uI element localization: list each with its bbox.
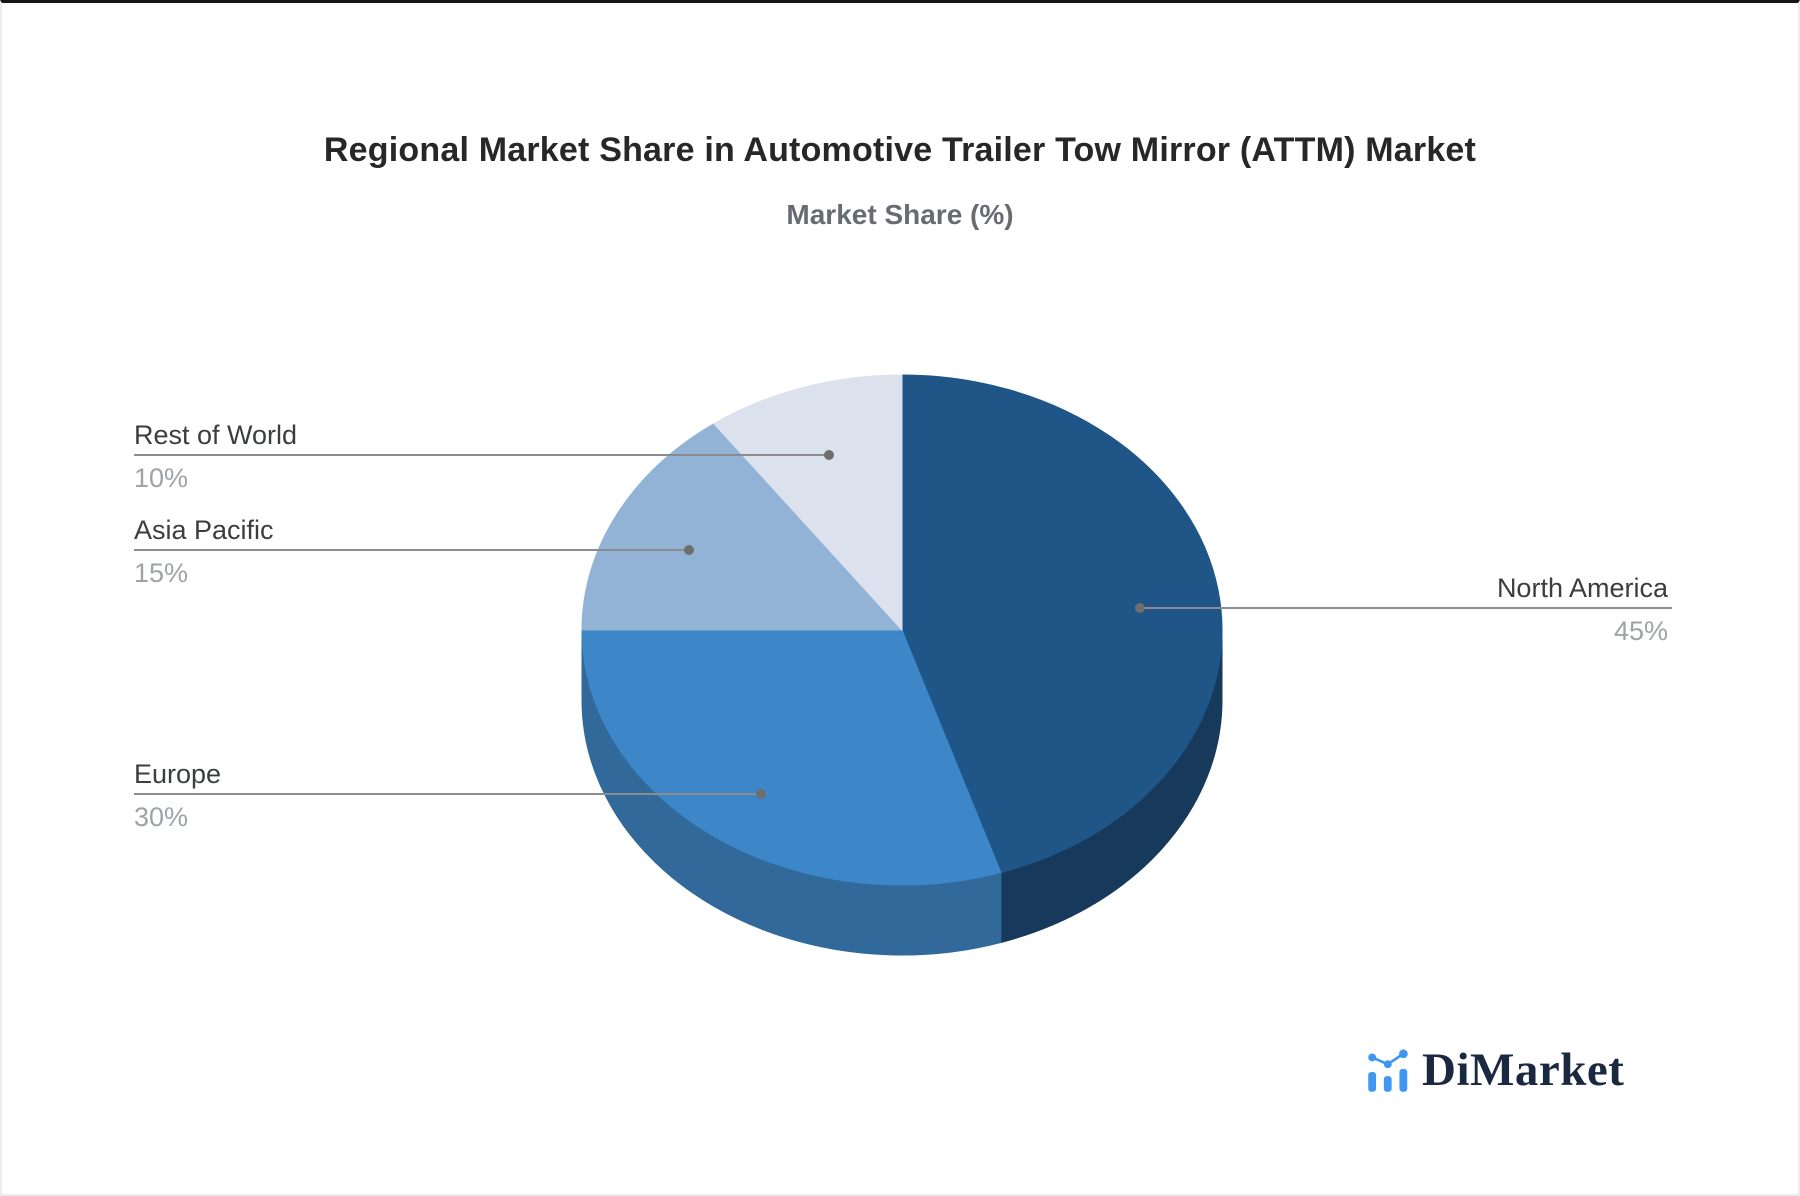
label-north-america: North America <box>1496 573 1668 603</box>
leader-dot-europe <box>756 789 766 799</box>
callout-lines <box>134 454 1672 795</box>
logo-text: DiMarket <box>1422 1044 1625 1096</box>
percent-north-america: 45% <box>1613 616 1668 646</box>
pie-slice-rest-of-world[interactable] <box>713 374 903 632</box>
bar-chart-trend-icon <box>1368 1049 1408 1092</box>
percent-rest-of-world: 10% <box>134 463 189 493</box>
label-europe: Europe <box>134 759 222 789</box>
callout-dots <box>684 450 1145 799</box>
leader-dot-asia-pacific <box>684 545 694 555</box>
pie-slices <box>581 374 1223 956</box>
label-asia-pacific: Asia Pacific <box>134 515 274 545</box>
pie-slice-asia-pacific[interactable] <box>581 423 904 631</box>
chart-title: Regional Market Share in Automotive Trai… <box>323 131 1477 169</box>
leader-dot-rest-of-world <box>824 450 834 460</box>
pie-chart <box>134 374 1672 956</box>
pie-slice-north-america[interactable] <box>901 374 1223 874</box>
percent-asia-pacific: 15% <box>134 558 189 588</box>
leader-dot-north-america <box>1135 603 1145 613</box>
label-rest-of-world: Rest of World <box>134 420 298 450</box>
percent-europe: 30% <box>134 802 189 832</box>
pie-slice-europe[interactable] <box>581 629 1002 886</box>
dimarket-logo: DiMarket <box>1362 1043 1624 1097</box>
chart-subtitle: Market Share (%) <box>786 199 1014 230</box>
